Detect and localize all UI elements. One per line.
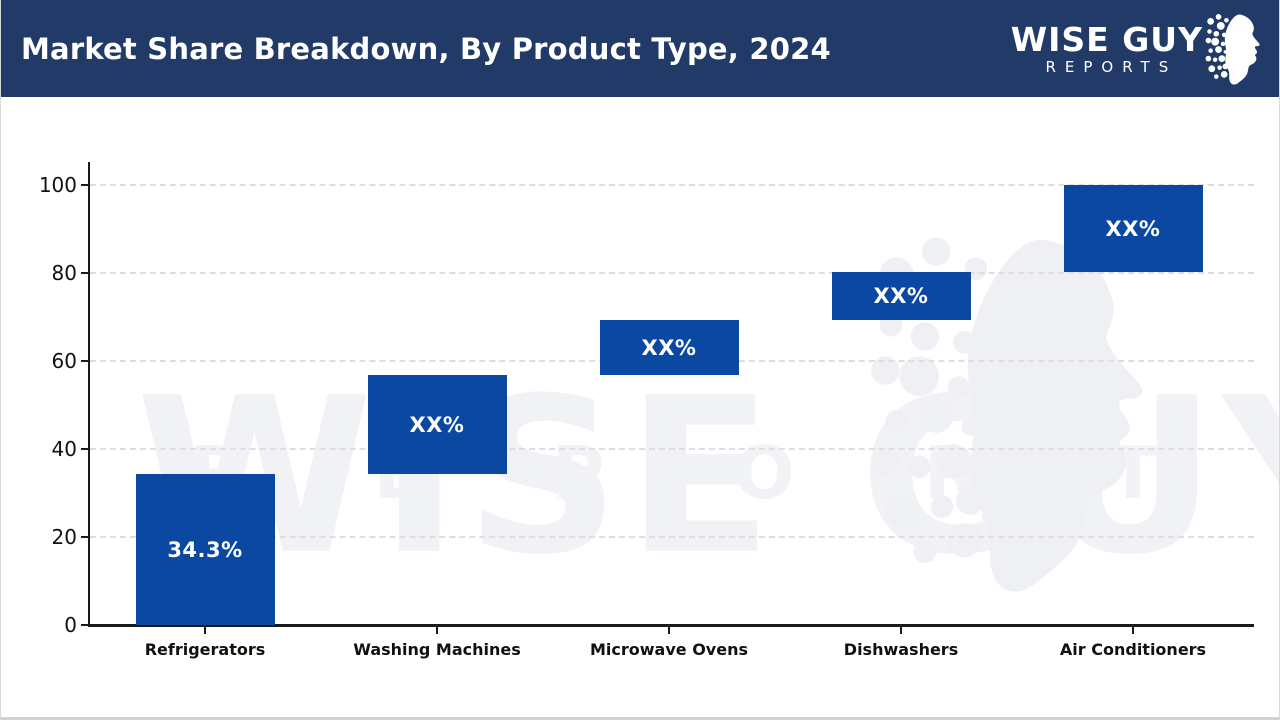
- x-axis: [88, 624, 1254, 627]
- gridline: [90, 272, 1254, 275]
- logo-wordmark: WISE GUY: [1010, 19, 1203, 59]
- bar: XX%: [599, 320, 739, 375]
- wise-guy-reports-logo: WISE GUY REPORTS: [1011, 8, 1267, 90]
- y-tick-label: 40: [51, 437, 77, 462]
- category-label: Dishwashers: [843, 640, 959, 659]
- y-tick-mark: [81, 448, 89, 451]
- x-tick-mark: [436, 626, 438, 634]
- y-tick-mark: [81, 536, 89, 539]
- bar: XX%: [1063, 185, 1203, 273]
- y-tick-mark: [81, 184, 89, 187]
- bar-value-label: XX%: [1105, 216, 1161, 241]
- bar-value-label: 34.3%: [167, 537, 243, 562]
- y-tick-mark: [81, 272, 89, 275]
- y-tick-label: 20: [51, 525, 77, 550]
- x-tick-mark: [900, 626, 902, 634]
- category-label: Refrigerators: [144, 640, 266, 659]
- dotted-face-profile-icon: [1205, 13, 1260, 85]
- page-title: Market Share Breakdown, By Product Type,…: [21, 31, 831, 66]
- bar: XX%: [367, 374, 507, 475]
- y-axis: [88, 162, 90, 627]
- logo-text: WISE GUY REPORTS: [1011, 23, 1203, 75]
- bar: 34.3%: [135, 474, 275, 626]
- category-label: Microwave Ovens: [590, 640, 748, 659]
- header: Market Share Breakdown, By Product Type,…: [1, 0, 1279, 97]
- logo-subtext: REPORTS: [1045, 57, 1178, 76]
- x-tick-mark: [668, 626, 670, 634]
- chart-area: WISE GUY R E P O R T S 0 20 40 60 80 100 34.3%…: [1, 97, 1279, 717]
- bar-value-label: XX%: [641, 335, 697, 360]
- bar-value-label: XX%: [873, 284, 929, 309]
- bar-value-label: XX%: [409, 412, 465, 437]
- y-tick-mark: [81, 360, 89, 363]
- category-label: Air Conditioners: [1059, 640, 1207, 659]
- y-tick-label: 0: [64, 613, 77, 638]
- y-tick-mark: [81, 624, 89, 627]
- bottom-border: [1, 717, 1279, 720]
- gridline: [90, 184, 1254, 187]
- x-tick-mark: [1132, 626, 1134, 634]
- y-tick-label: 80: [51, 261, 77, 286]
- x-tick-mark: [204, 626, 206, 634]
- gridline: [90, 536, 1254, 539]
- bar: XX%: [831, 272, 971, 321]
- category-label: Washing Machines: [353, 640, 521, 659]
- gridline: [90, 448, 1254, 451]
- y-tick-label: 60: [51, 349, 77, 374]
- y-tick-label: 100: [38, 173, 77, 198]
